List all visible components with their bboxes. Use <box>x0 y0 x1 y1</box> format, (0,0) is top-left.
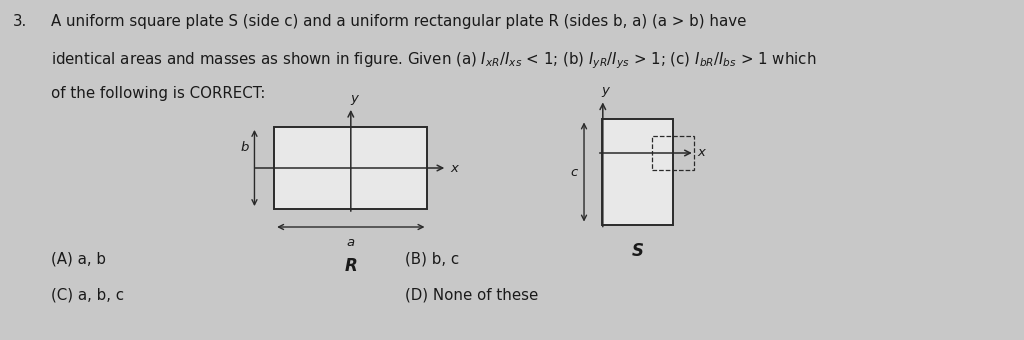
Text: (B) b, c: (B) b, c <box>406 252 460 267</box>
Text: y: y <box>350 92 357 105</box>
Text: identical areas and masses as shown in figure. Given (a) $\mathit{I}_{xR}/\mathi: identical areas and masses as shown in f… <box>51 50 817 71</box>
Bar <box>602 119 673 224</box>
Text: (D) None of these: (D) None of these <box>406 288 539 303</box>
Text: b: b <box>241 141 249 154</box>
Text: y: y <box>602 85 609 98</box>
Bar <box>652 136 693 170</box>
Text: R: R <box>344 257 357 275</box>
Text: (C) a, b, c: (C) a, b, c <box>51 288 124 303</box>
Bar <box>274 127 427 209</box>
Text: a: a <box>347 236 355 249</box>
Text: S: S <box>632 242 643 260</box>
Text: x: x <box>697 147 706 159</box>
Text: 3.: 3. <box>13 14 27 29</box>
Text: of the following is CORRECT:: of the following is CORRECT: <box>51 86 266 101</box>
Text: (A) a, b: (A) a, b <box>51 252 106 267</box>
Text: A uniform square plate S (side c) and a uniform rectangular plate R (sides b, a): A uniform square plate S (side c) and a … <box>51 14 746 29</box>
Text: x: x <box>451 162 458 174</box>
Text: c: c <box>570 166 579 178</box>
